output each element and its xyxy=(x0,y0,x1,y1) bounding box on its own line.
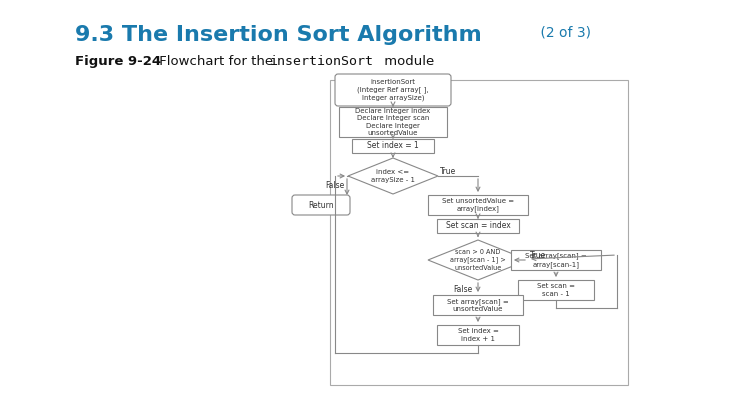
Text: insertionSort
(Integer Ref array[ ],
Integer arraySize): insertionSort (Integer Ref array[ ], Int… xyxy=(357,79,429,101)
Text: Set scan =
scan - 1: Set scan = scan - 1 xyxy=(537,283,575,297)
Text: (2 of 3): (2 of 3) xyxy=(536,25,591,39)
Text: True: True xyxy=(530,250,546,260)
Text: Set unsortedValue =
array[index]: Set unsortedValue = array[index] xyxy=(442,198,514,212)
Bar xyxy=(437,325,519,345)
Text: True: True xyxy=(440,166,456,176)
Text: insertionSort: insertionSort xyxy=(270,55,374,68)
Bar xyxy=(518,280,594,300)
Text: Set array[scan] =
array[scan-1]: Set array[scan] = array[scan-1] xyxy=(525,252,587,268)
Bar xyxy=(428,195,528,215)
Text: Set scan = index: Set scan = index xyxy=(446,222,511,230)
Bar xyxy=(437,219,519,233)
Text: module: module xyxy=(380,55,434,68)
Bar xyxy=(352,139,434,153)
Text: Set index = 1: Set index = 1 xyxy=(367,142,419,150)
Bar xyxy=(330,80,628,385)
Text: Flowchart for the: Flowchart for the xyxy=(155,55,277,68)
FancyBboxPatch shape xyxy=(292,195,350,215)
Bar xyxy=(511,250,601,270)
Text: 9.3 The Insertion Sort Algorithm: 9.3 The Insertion Sort Algorithm xyxy=(75,25,482,45)
Text: False: False xyxy=(453,286,473,294)
FancyBboxPatch shape xyxy=(335,74,451,106)
Bar xyxy=(339,107,447,137)
Text: Set index =
index + 1: Set index = index + 1 xyxy=(457,328,499,342)
Text: scan > 0 AND
array[scan - 1] >
unsortedValue: scan > 0 AND array[scan - 1] > unsortedV… xyxy=(450,249,506,271)
Bar xyxy=(433,295,523,315)
Text: Set array[scan] =
unsortedValue: Set array[scan] = unsortedValue xyxy=(447,298,509,312)
Text: Return: Return xyxy=(308,200,334,210)
Polygon shape xyxy=(348,158,438,194)
Text: Declare Integer index
Declare Integer scan
Declare Integer
unsortedValue: Declare Integer index Declare Integer sc… xyxy=(356,108,431,136)
Text: Figure 9-24: Figure 9-24 xyxy=(75,55,161,68)
Text: index <=
arraySize - 1: index <= arraySize - 1 xyxy=(371,169,415,183)
Polygon shape xyxy=(428,240,528,280)
Text: False: False xyxy=(326,182,345,190)
